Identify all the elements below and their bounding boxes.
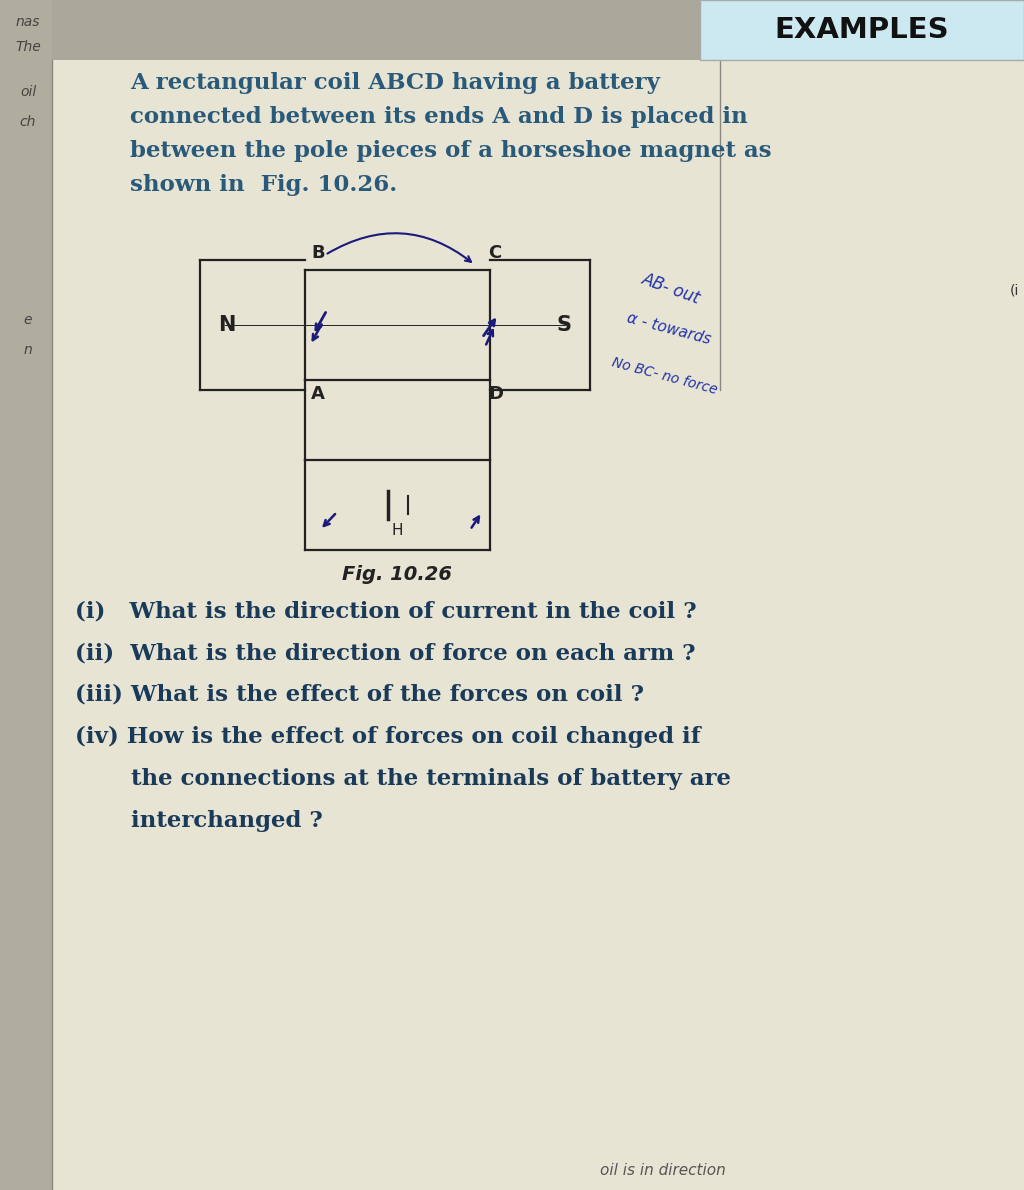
- Text: α - towards: α - towards: [625, 311, 713, 346]
- Bar: [0, 0, 1024, 60]
- Text: B: B: [311, 244, 325, 262]
- Text: the connections at the terminals of battery are: the connections at the terminals of batt…: [75, 768, 731, 790]
- Text: (iv) How is the effect of forces on coil changed if: (iv) How is the effect of forces on coil…: [75, 726, 700, 749]
- Text: The: The: [15, 40, 41, 54]
- Text: e: e: [24, 313, 32, 327]
- Text: A: A: [311, 386, 325, 403]
- Bar: [700, 0, 1024, 60]
- Text: S: S: [557, 315, 572, 336]
- Text: Fig. 10.26: Fig. 10.26: [342, 565, 453, 584]
- Text: (ii)  What is the direction of force on each arm ?: (ii) What is the direction of force on e…: [75, 641, 695, 664]
- Text: (iii) What is the effect of the forces on coil ?: (iii) What is the effect of the forces o…: [75, 684, 644, 706]
- Text: connected between its ends A and D is placed in: connected between its ends A and D is pl…: [130, 106, 748, 129]
- Text: H: H: [392, 522, 403, 538]
- Text: No BC- no force: No BC- no force: [610, 355, 719, 396]
- Text: interchanged ?: interchanged ?: [75, 810, 323, 832]
- Text: between the pole pieces of a horseshoe magnet as: between the pole pieces of a horseshoe m…: [130, 140, 772, 162]
- Bar: [0, 0, 52, 1190]
- Text: shown in  Fig. 10.26.: shown in Fig. 10.26.: [130, 174, 397, 196]
- Text: oil: oil: [19, 84, 36, 99]
- Text: D: D: [488, 386, 503, 403]
- Text: N: N: [218, 315, 236, 336]
- Text: (i: (i: [1010, 283, 1019, 298]
- Text: n: n: [24, 343, 33, 357]
- Text: (i)   What is the direction of current in the coil ?: (i) What is the direction of current in …: [75, 600, 696, 622]
- Text: C: C: [488, 244, 502, 262]
- Text: ch: ch: [19, 115, 36, 129]
- Text: EXAMPLES: EXAMPLES: [775, 15, 949, 44]
- Text: nas: nas: [15, 15, 40, 29]
- Text: A rectangular coil ABCD having a battery: A rectangular coil ABCD having a battery: [130, 73, 660, 94]
- Text: AB- out: AB- out: [640, 270, 703, 308]
- Text: oil is in direction: oil is in direction: [600, 1163, 726, 1178]
